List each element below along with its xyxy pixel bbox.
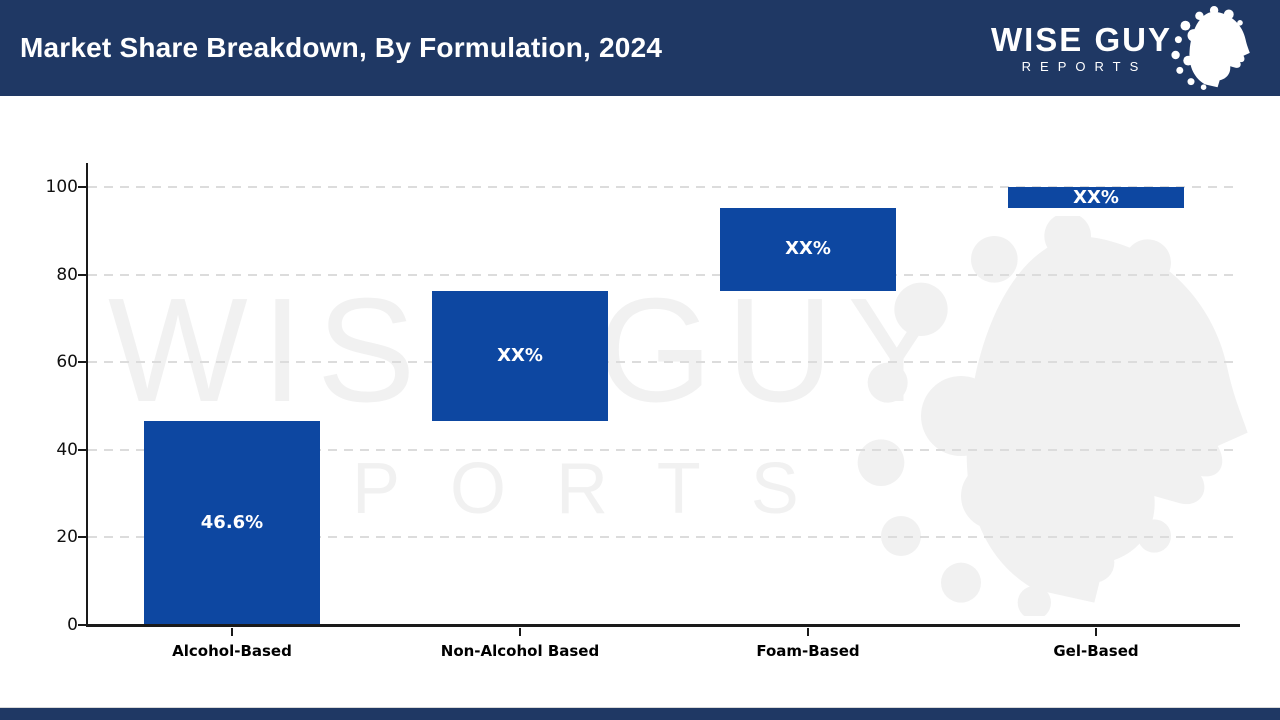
y-tick-mark <box>78 448 86 451</box>
bar-segment: XX% <box>432 290 608 421</box>
bar-value-label: XX% <box>785 238 831 260</box>
bar-value-label: 46.6% <box>200 511 264 533</box>
x-tick-mark <box>1095 628 1097 636</box>
bar-value-label: XX% <box>497 344 543 366</box>
y-tick-label: 20 <box>56 527 78 548</box>
logo-face-icon <box>1171 6 1250 90</box>
x-tick-mark <box>807 628 809 636</box>
category-label: Gel-Based <box>1053 642 1139 660</box>
category-label: Alcohol-Based <box>172 642 292 660</box>
category-label: Foam-Based <box>756 642 860 660</box>
y-tick-label: 0 <box>67 615 78 635</box>
x-tick-mark <box>519 628 521 636</box>
page-title: Market Share Breakdown, By Formulation, … <box>20 32 663 63</box>
bottom-edge-line <box>0 707 1280 708</box>
bar-value-label: XX% <box>1073 186 1119 208</box>
y-tick-mark <box>78 186 86 188</box>
gridline <box>88 273 1240 276</box>
y-tick-mark <box>78 624 86 626</box>
category-label: Non-Alcohol Based <box>440 642 600 660</box>
bar-segment: 46.6% <box>144 420 320 625</box>
chart-region: WISE GUY REPORTS 0 20 40 60 80 100 46.6% XX% XX%… <box>0 96 1280 708</box>
y-tick-mark <box>78 361 86 364</box>
y-tick-label: 100 <box>45 177 78 197</box>
x-axis-line <box>86 624 1240 627</box>
bar-segment: XX% <box>720 208 896 291</box>
y-axis-line <box>86 163 88 624</box>
y-tick-label: 40 <box>56 439 78 460</box>
wiseguy-logo: WISE GUY REPORTS <box>991 6 1256 90</box>
plot-area: 0 20 40 60 80 100 46.6% XX% XX% XX% <box>46 177 1240 636</box>
gridline <box>88 536 1240 539</box>
y-tick-mark <box>78 536 86 539</box>
x-tick-mark <box>231 628 233 636</box>
y-tick-label: 80 <box>56 264 78 285</box>
logo-wiseguy-text: WISE GUY <box>990 21 1172 58</box>
header: Market Share Breakdown, By Formulation, … <box>0 0 1280 96</box>
y-tick-mark <box>78 273 86 276</box>
footer-bar <box>0 708 1280 720</box>
logo-text: WISE GUY REPORTS <box>991 23 1172 73</box>
gridline <box>88 448 1240 451</box>
y-tick-label: 60 <box>56 352 78 373</box>
gridline <box>88 361 1240 364</box>
gridline <box>88 186 1240 188</box>
bar-segment: XX% <box>1008 186 1184 209</box>
logo-reports-text: REPORTS <box>1021 59 1148 74</box>
